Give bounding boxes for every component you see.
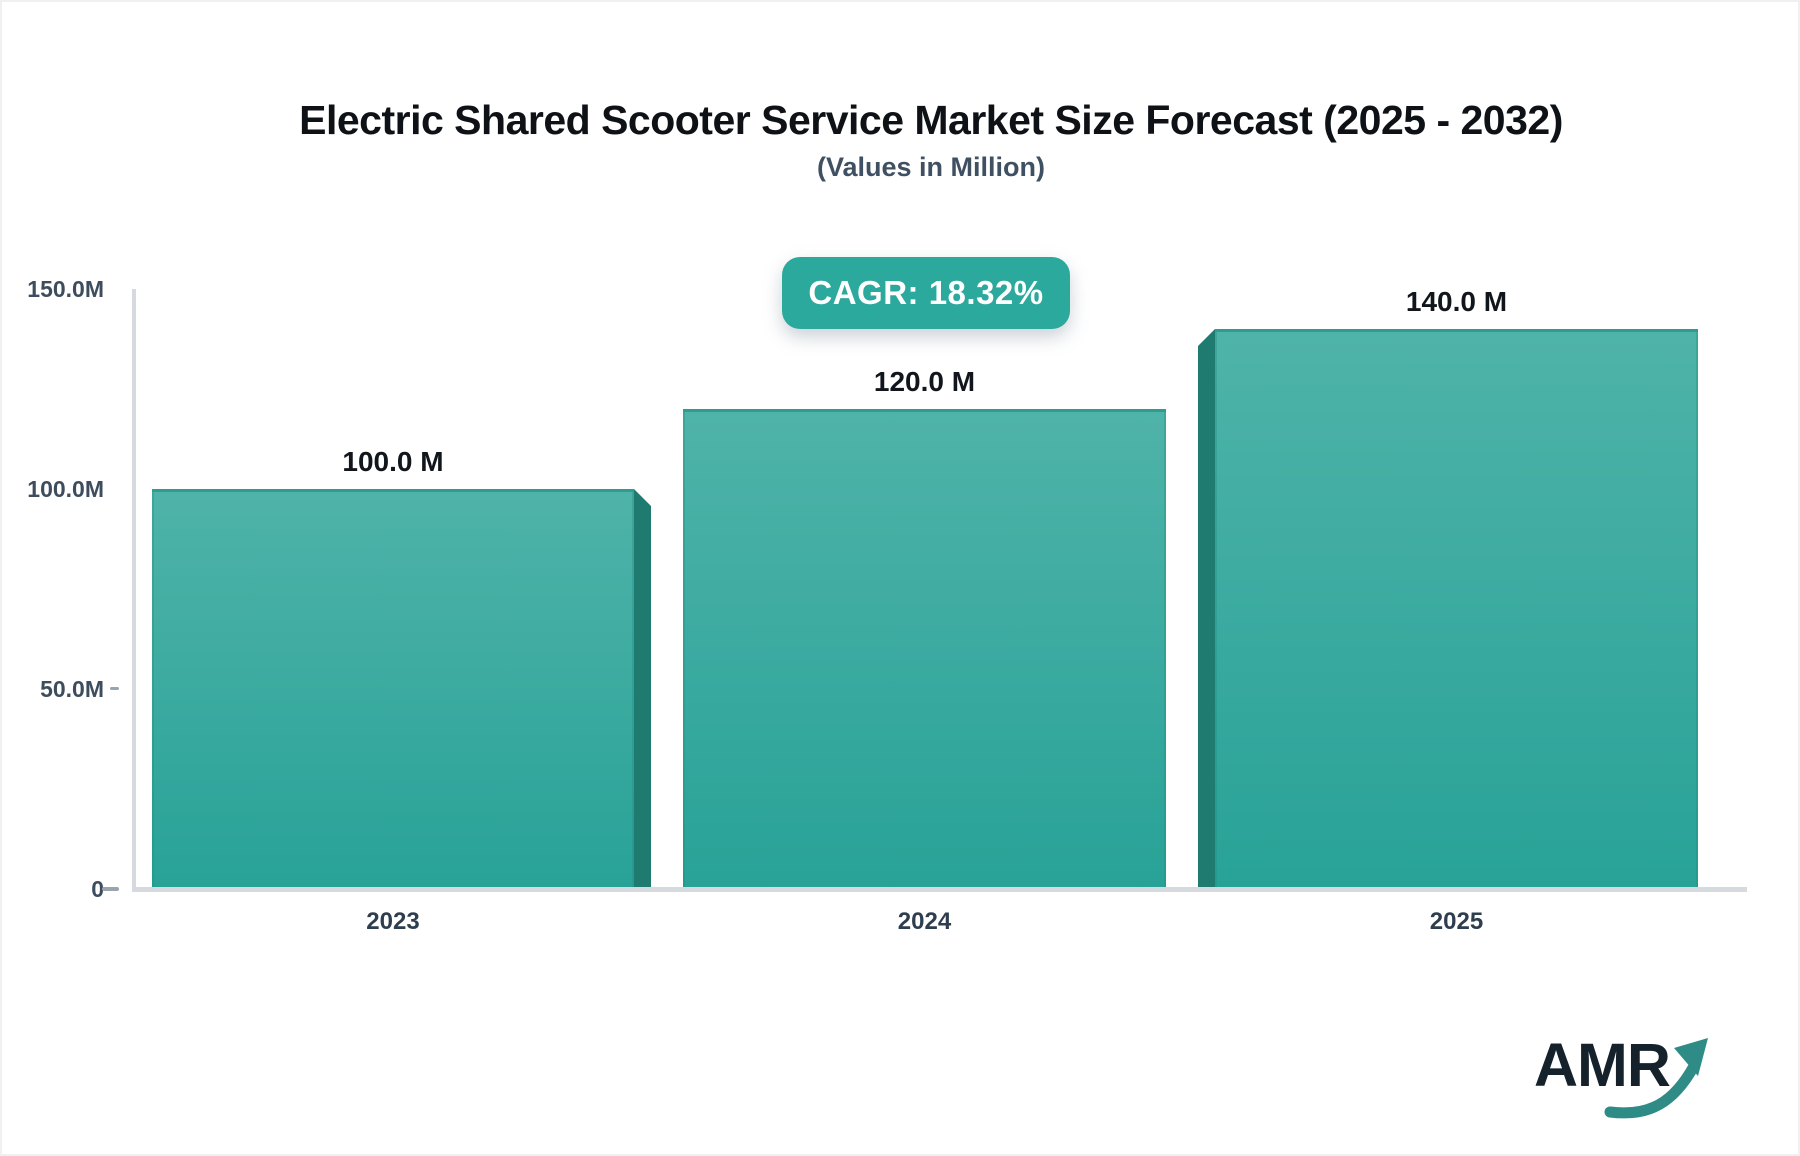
y-tick-label-100.0M: 100.0M: [27, 476, 104, 502]
x-axis-line: [132, 887, 1747, 892]
bar-side-face-2025: [1198, 329, 1215, 889]
chart-title: Electric Shared Scooter Service Market S…: [299, 97, 1563, 143]
x-axis-label-2024: 2024: [897, 908, 952, 935]
y-tick-mark: [110, 687, 119, 690]
bar-value-label-2025: 140.0 M: [1405, 286, 1508, 317]
x-axis-label-2023: 2023: [366, 908, 420, 935]
chart-subtitle: (Values in Million): [816, 152, 1046, 182]
x-axis-label-2025: 2025: [1429, 908, 1484, 935]
amr-logo-text: AMR: [1534, 1031, 1671, 1099]
y-axis-line: [132, 289, 136, 889]
y-tick-label-50.0M: 50.0M: [40, 676, 104, 702]
amr-logo-arrow-icon: [1604, 1038, 1708, 1119]
bar-side-face-2023: [634, 489, 651, 889]
bar-value-label-2023: 100.0 M: [342, 446, 444, 477]
bar-2024: [683, 409, 1166, 889]
cagr-badge: CAGR: 18.32%: [782, 257, 1070, 329]
bar-2025: [1215, 329, 1698, 889]
y-tick-label-150.0M: 150.0M: [27, 276, 104, 302]
bar-value-label-2024: 120.0 M: [873, 366, 976, 397]
y-tick-label-0: 0: [91, 876, 104, 902]
cagr-badge-label: CAGR: 18.32%: [808, 274, 1044, 311]
bar-2023: [152, 489, 634, 889]
amr-logo: AMR: [1530, 1010, 1730, 1130]
y-tick-mark: [102, 887, 119, 891]
